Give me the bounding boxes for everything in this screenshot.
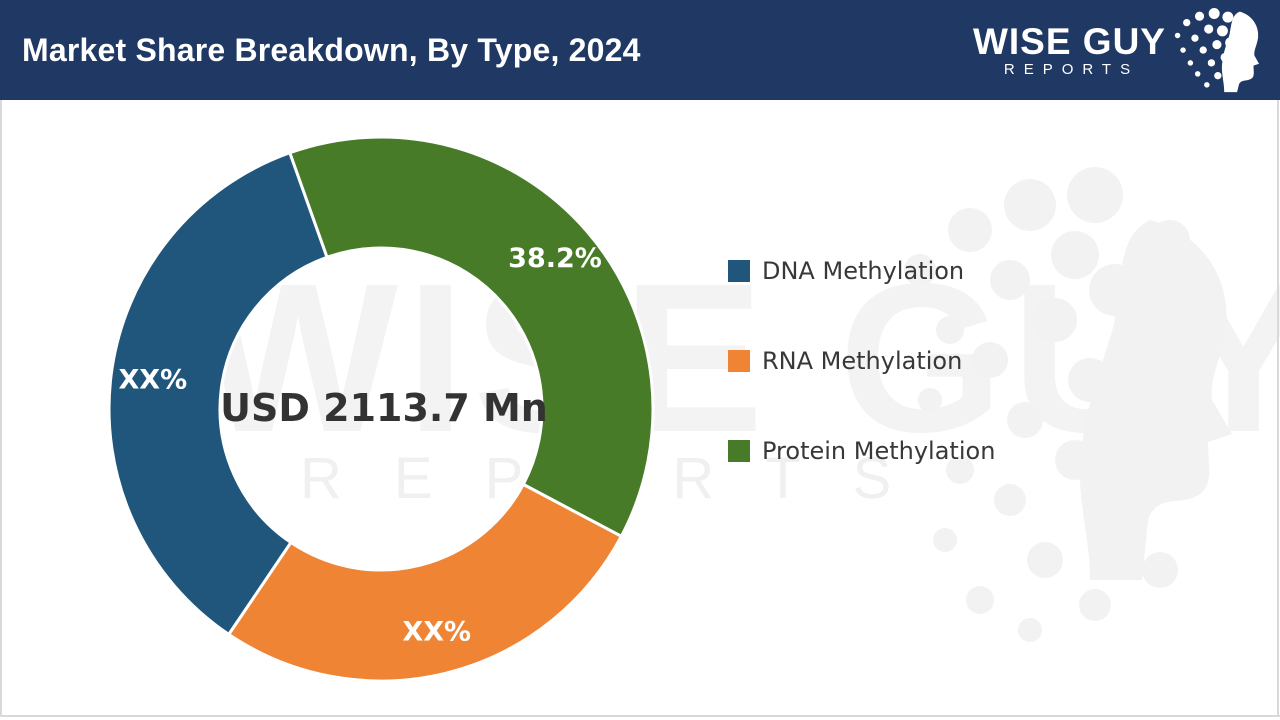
decorative-dot [1222, 11, 1234, 23]
decorative-dot [904, 254, 936, 286]
decorative-dot [1187, 60, 1194, 66]
decorative-dot [1212, 40, 1222, 50]
decorative-dot [972, 342, 1008, 378]
logo-wise-guy-text: WISE GUY [972, 21, 1166, 63]
page-border-bottom [0, 715, 1280, 717]
chart-center-value: USD 2113.7 Mn [220, 386, 548, 430]
decorative-dot [1204, 82, 1210, 88]
slice-value-label-rna-methylation: XX% [402, 617, 471, 648]
logo-reports-text: REPORTS [1003, 61, 1140, 79]
decorative-dot [1207, 59, 1216, 67]
page-border-right [1277, 100, 1279, 717]
legend-label-protein-methylation: Protein Methylation [762, 437, 996, 465]
decorative-dot [1183, 18, 1191, 27]
decorative-dot [1180, 47, 1186, 53]
decorative-dot [1208, 8, 1220, 19]
page-title: Market Share Breakdown, By Type, 2024 [22, 31, 641, 68]
decorative-dot [933, 528, 957, 552]
donut-slice-dna-methylation [107, 151, 329, 636]
decorative-dot [1018, 618, 1042, 642]
decorative-dot [1174, 32, 1181, 39]
watermark-face-decoration [904, 167, 1232, 642]
legend-item-rna-methylation: RNA Methylation [728, 340, 995, 382]
decorative-dot [1067, 167, 1123, 223]
logo-text: WISE GUY REPORTS [973, 23, 1166, 79]
slice-value-label-dna-methylation: XX% [118, 365, 187, 396]
decorative-dot [1204, 24, 1214, 34]
header: Market Share Breakdown, By Type, 2024 WI… [0, 0, 1280, 100]
decorative-dot [946, 456, 974, 484]
donut-chart: 38.2% XX% XX% [107, 135, 655, 683]
legend-item-protein-methylation: Protein Methylation [728, 430, 995, 472]
decorative-dot [1142, 552, 1178, 588]
decorative-dot [1004, 179, 1056, 231]
decorative-dot [990, 260, 1030, 300]
decorative-dot [948, 208, 992, 252]
decorative-dot [1214, 72, 1222, 80]
donut-slice-rna-methylation [227, 482, 623, 683]
page-border-left [0, 100, 2, 717]
legend-label-dna-methylation: DNA Methylation [762, 257, 965, 285]
legend-swatch-rna-methylation [728, 350, 750, 372]
legend-label-rna-methylation: RNA Methylation [762, 347, 963, 375]
logo: WISE GUY REPORTS [973, 8, 1262, 94]
decorative-dot [1216, 25, 1228, 37]
decorative-dot [1194, 71, 1201, 77]
decorative-dot [918, 388, 942, 412]
decorative-dot [1199, 46, 1207, 54]
logo-face-icon [1174, 8, 1259, 93]
decorative-dot [966, 586, 994, 614]
legend-swatch-protein-methylation [728, 440, 750, 462]
legend-swatch-dna-methylation [728, 260, 750, 282]
decorative-dot [1079, 589, 1111, 621]
decorative-dot [1033, 298, 1077, 342]
donut-slice-protein-methylation [288, 135, 655, 538]
decorative-dot [1027, 542, 1063, 578]
decorative-dot [994, 484, 1026, 516]
decorative-dot [1007, 402, 1043, 438]
legend: DNA Methylation RNA Methylation Protein … [728, 250, 995, 520]
decorative-dot [1051, 231, 1099, 279]
slice-value-label-protein-methylation: 38.2% [508, 243, 602, 274]
decorative-dot [1191, 34, 1199, 42]
decorative-dot [936, 316, 964, 344]
decorative-dot [1194, 11, 1205, 21]
legend-item-dna-methylation: DNA Methylation [728, 250, 995, 292]
